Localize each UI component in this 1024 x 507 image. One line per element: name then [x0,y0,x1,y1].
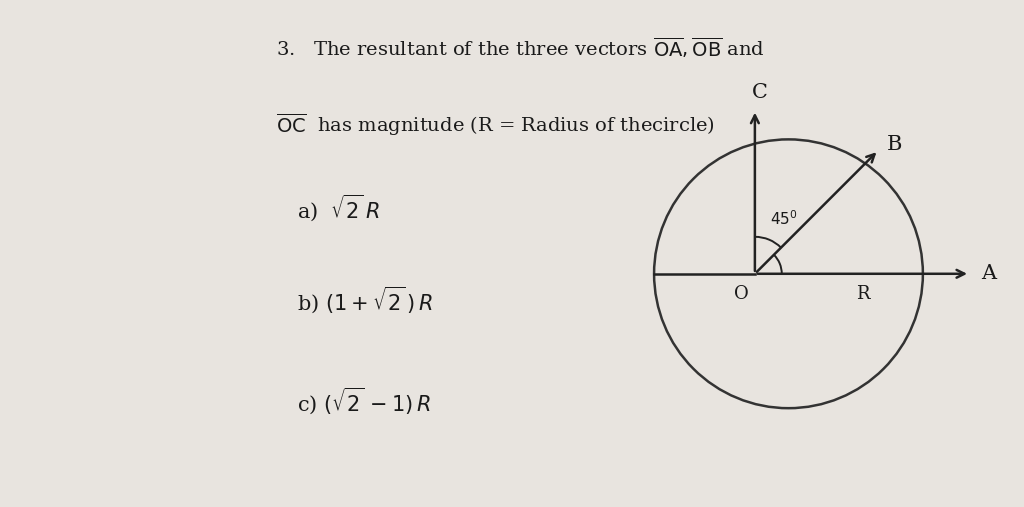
Text: $\overline{\mathrm{OC}}$  has magnitude (R = Radius of thecircle): $\overline{\mathrm{OC}}$ has magnitude (… [276,112,716,138]
Text: 3.   The resultant of the three vectors $\overline{\mathrm{OA}},\overline{\mathr: 3. The resultant of the three vectors $\… [276,35,765,60]
Text: A: A [981,264,995,283]
Text: B: B [887,135,902,154]
Text: R: R [856,285,869,303]
Text: $45^0$: $45^0$ [770,209,798,228]
Text: c) $(\sqrt{2}\,-1)\,R$: c) $(\sqrt{2}\,-1)\,R$ [297,385,431,416]
Text: C: C [753,83,768,102]
Text: a)  $\sqrt{2}\,R$: a) $\sqrt{2}\,R$ [297,193,380,224]
Text: O: O [734,285,749,303]
Text: b) $(1+\sqrt{2}\,)\,R$: b) $(1+\sqrt{2}\,)\,R$ [297,284,432,315]
